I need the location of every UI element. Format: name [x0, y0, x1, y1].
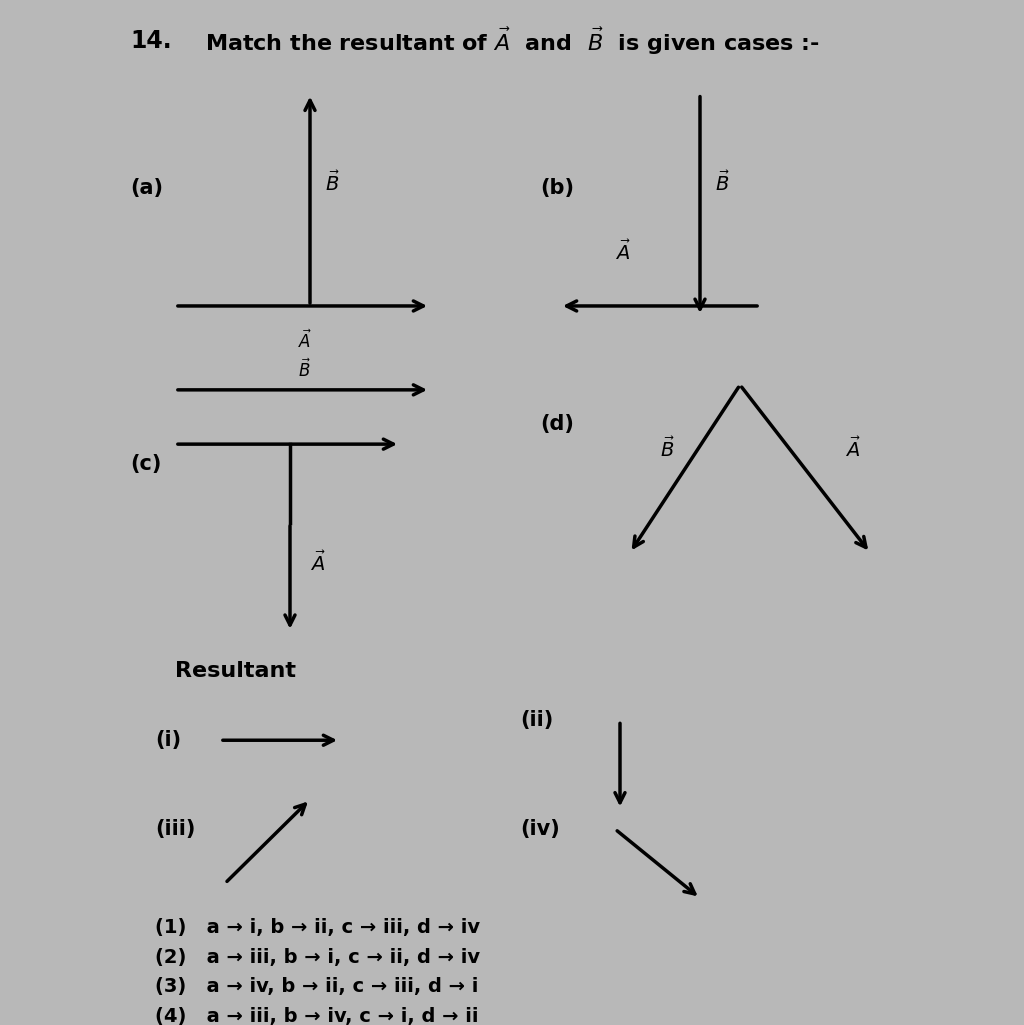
Text: $\vec{B}$: $\vec{B}$	[298, 359, 311, 381]
Text: Match the resultant of $\vec{A}$  and  $\vec{B}$  is given cases :-: Match the resultant of $\vec{A}$ and $\v…	[205, 26, 820, 57]
Text: (1)   a → i, b → ii, c → iii, d → iv: (1) a → i, b → ii, c → iii, d → iv	[155, 918, 480, 937]
Text: $\vec{A}$: $\vec{A}$	[615, 240, 631, 263]
Text: (a): (a)	[130, 177, 163, 198]
Text: Resultant: Resultant	[175, 661, 296, 682]
Text: (d): (d)	[540, 414, 573, 435]
Text: (iv): (iv)	[520, 819, 560, 839]
Text: (2)   a → iii, b → i, c → ii, d → iv: (2) a → iii, b → i, c → ii, d → iv	[155, 948, 480, 967]
Text: (ii): (ii)	[520, 710, 553, 731]
Text: $\vec{A}$: $\vec{A}$	[298, 329, 312, 352]
Text: 14.: 14.	[130, 30, 172, 53]
Text: (iii): (iii)	[155, 819, 196, 839]
Text: (c): (c)	[130, 454, 162, 474]
Text: (i): (i)	[155, 730, 181, 750]
Text: $\vec{B}$: $\vec{B}$	[715, 170, 730, 195]
Text: (4)   a → iii, b → iv, c → i, d → ii: (4) a → iii, b → iv, c → i, d → ii	[155, 1008, 478, 1025]
Text: $\vec{B}$: $\vec{B}$	[660, 437, 675, 461]
Text: $\vec{A}$: $\vec{A}$	[845, 437, 861, 461]
Text: (3)   a → iv, b → ii, c → iii, d → i: (3) a → iv, b → ii, c → iii, d → i	[155, 978, 478, 996]
Text: $\vec{A}$: $\vec{A}$	[310, 550, 326, 575]
Text: $\vec{B}$: $\vec{B}$	[325, 170, 340, 195]
Text: (b): (b)	[540, 177, 574, 198]
